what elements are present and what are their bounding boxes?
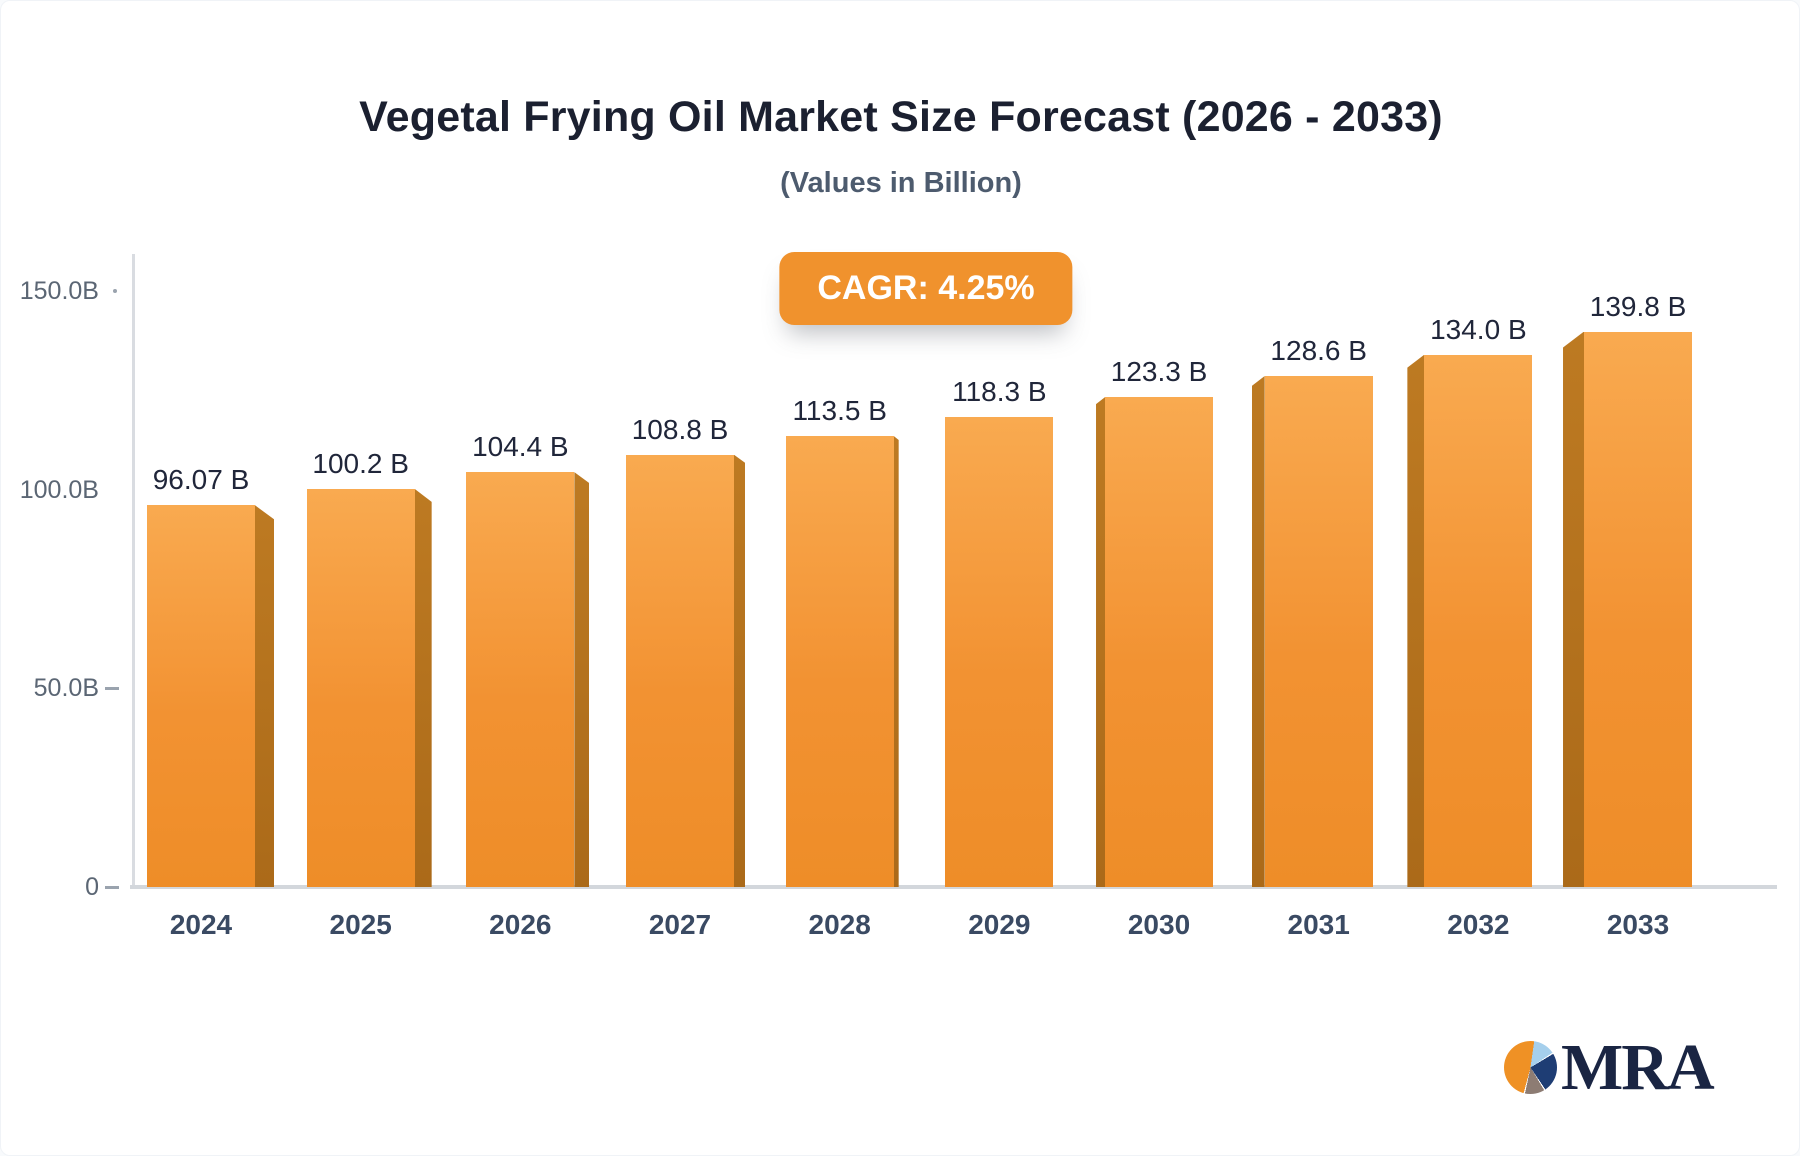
bar-2032-side-shadow <box>1407 354 1425 887</box>
bar-2033 <box>1584 331 1693 887</box>
x-axis-label: 2030 <box>1127 909 1191 940</box>
bar-2024 <box>147 505 255 887</box>
bar-value-label: 134.0 B <box>1430 313 1527 345</box>
bar-2028-side-shadow <box>893 436 899 887</box>
bar-value-label: 139.8 B <box>1589 290 1687 322</box>
bar-2027-side-shadow <box>734 454 745 887</box>
x-axis-label: 2024 <box>169 909 233 940</box>
brand-logo-text: MRA <box>1561 1031 1715 1104</box>
bar-2024-side-shadow <box>255 505 274 887</box>
bar-value-label: 108.8 B <box>631 413 729 445</box>
bar-2030 <box>1105 397 1214 887</box>
bar-value-label: 113.5 B <box>792 395 887 427</box>
y-axis-tick <box>105 686 119 690</box>
x-axis-label: 2029 <box>968 909 1031 940</box>
x-axis-label: 2025 <box>329 909 392 940</box>
y-axis-tick <box>113 289 117 293</box>
y-axis-label: 150.0B <box>19 277 99 305</box>
bar-2025 <box>306 488 415 887</box>
bar-value-label: 96.07 B <box>152 464 250 496</box>
brand-logo: MRA <box>1504 1031 1715 1104</box>
x-axis-baseline <box>130 885 1777 889</box>
pie-chart-icon <box>1504 1041 1557 1094</box>
x-axis-label: 2033 <box>1606 909 1670 940</box>
bar-2026-side-shadow <box>574 472 590 887</box>
bar-value-label: 123.3 B <box>1110 356 1208 388</box>
bar-2031-side-shadow <box>1251 376 1265 887</box>
bar-value-label: 128.6 B <box>1270 335 1367 367</box>
cagr-badge: CAGR: 4.25% <box>779 252 1073 325</box>
bar-value-label: 104.4 B <box>472 431 569 463</box>
bar-2029 <box>945 416 1054 887</box>
y-axis-line <box>132 254 135 887</box>
bar-2026 <box>466 472 575 887</box>
bar-2030-side-shadow <box>1096 397 1106 887</box>
bar-2027 <box>626 454 734 887</box>
x-axis-label: 2031 <box>1287 909 1350 940</box>
x-axis-label: 2028 <box>808 909 871 940</box>
bar-2025-side-shadow <box>414 488 432 887</box>
chart-title: Vegetal Frying Oil Market Size Forecast … <box>359 93 1443 141</box>
bar-2028 <box>785 436 894 887</box>
bar-2032 <box>1424 354 1533 887</box>
x-axis-label: 2027 <box>648 909 712 940</box>
x-axis-label: 2032 <box>1447 909 1510 940</box>
chart-subtitle: (Values in Billion) <box>780 167 1022 199</box>
bar-value-label: 118.3 B <box>952 375 1047 407</box>
bar-value-label: 100.2 B <box>312 447 409 479</box>
y-axis-label: 0 <box>85 873 99 901</box>
y-axis-tick <box>105 885 119 889</box>
y-axis-label: 50.0B <box>33 674 99 703</box>
y-axis-label: 100.0B <box>19 475 99 504</box>
x-axis-label: 2026 <box>489 909 552 940</box>
bar-2031 <box>1264 376 1373 887</box>
bar-2033-side-shadow <box>1563 331 1585 887</box>
